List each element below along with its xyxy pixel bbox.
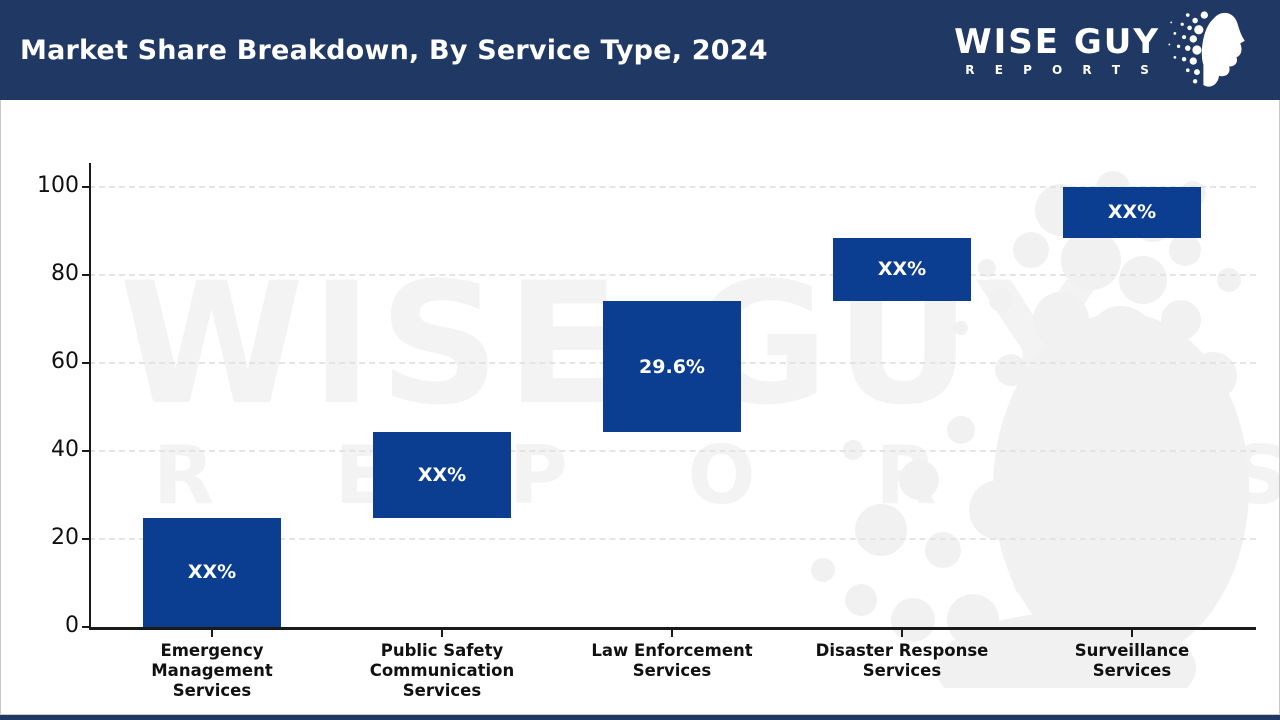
y-tick-label: 20 xyxy=(51,525,79,550)
y-tick-label: 100 xyxy=(37,173,79,198)
page-title: Market Share Breakdown, By Service Type,… xyxy=(20,34,768,66)
bar-chart: 0 20 40 60 80 100 XX% XX% 29.6% XX% XX% Emergency M… xyxy=(1,100,1279,714)
bar-value-label: XX% xyxy=(187,561,237,584)
logo-subtitle: R E P O R T S xyxy=(965,62,1157,77)
grid-line xyxy=(89,186,1256,188)
y-tick-mark xyxy=(82,538,89,540)
x-tick-mark xyxy=(901,630,903,637)
header-bar: Market Share Breakdown, By Service Type,… xyxy=(0,0,1280,100)
bar-value-label: XX% xyxy=(417,463,467,486)
x-axis-line xyxy=(89,627,1256,630)
grid-line xyxy=(89,538,1256,540)
chart-canvas: WISE GUY R E P O R T S xyxy=(0,100,1280,715)
y-tick-mark xyxy=(82,186,89,188)
logo-text: WISE GUY R E P O R T S xyxy=(954,25,1160,76)
logo-face-icon xyxy=(1168,11,1245,87)
y-tick-label: 40 xyxy=(51,437,79,462)
x-tick-mark xyxy=(671,630,673,637)
bar: 29.6% xyxy=(603,301,741,432)
y-tick-mark xyxy=(82,274,89,276)
x-tick-mark xyxy=(441,630,443,637)
y-tick-mark xyxy=(82,626,89,628)
bar: XX% xyxy=(143,517,281,627)
x-tick-label: Emergency Management Services xyxy=(151,641,273,700)
x-tick-label: Law Enforcement Services xyxy=(591,641,753,680)
y-tick-mark xyxy=(82,450,89,452)
bar: XX% xyxy=(1063,187,1201,238)
y-tick-label: 80 xyxy=(51,261,79,286)
x-tick-mark xyxy=(1131,630,1133,637)
bar: XX% xyxy=(373,431,511,518)
x-tick-label: Public Safety Communication Services xyxy=(369,641,515,700)
x-tick-label: Disaster Response Services xyxy=(815,641,989,680)
x-tick-label: Surveillance Services xyxy=(1074,641,1190,680)
grid-line xyxy=(89,450,1256,452)
y-tick-mark xyxy=(82,362,89,364)
logo-wordmark: WISE GUY xyxy=(954,21,1160,62)
grid-line xyxy=(89,274,1256,276)
footer-bar xyxy=(0,715,1280,720)
y-tick-label: 0 xyxy=(65,613,79,638)
wise-guy-logo: WISE GUY R E P O R T S xyxy=(954,7,1254,93)
bar: XX% xyxy=(833,237,971,302)
y-axis-line xyxy=(89,163,91,630)
bar-value-label: XX% xyxy=(1107,201,1157,224)
bar-value-label: 29.6% xyxy=(639,355,705,378)
bar-value-label: XX% xyxy=(877,258,927,281)
y-tick-label: 60 xyxy=(51,349,79,374)
x-tick-mark xyxy=(211,630,213,637)
